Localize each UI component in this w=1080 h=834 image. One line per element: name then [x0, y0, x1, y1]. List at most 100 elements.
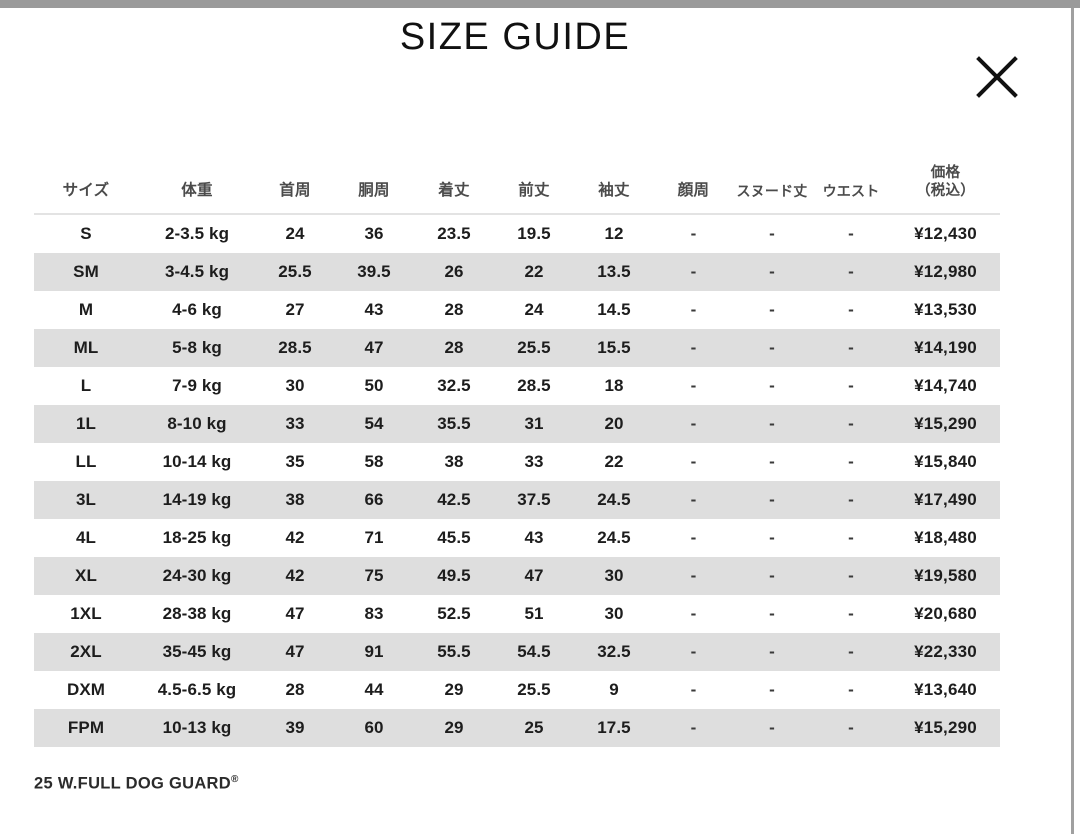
cell-chest: 91 [334, 633, 414, 671]
cell-front: 33 [524, 452, 544, 471]
table-row: 3L 14-19 kg 38 66 42.5 37.5 24.5- - - ¥17,490 [34, 481, 1000, 519]
cell-sleeve: 24.5 [574, 481, 654, 519]
cell-face: - [654, 405, 733, 443]
cell-price: ¥19,580 [891, 557, 1000, 595]
cell-neck: 28.5 [256, 329, 334, 367]
cell-price: ¥18,480 [914, 528, 977, 547]
cell-waist: - [811, 709, 891, 747]
table-row: 4L 18-25 kg 42 71 45.5 43 24.5 - - - ¥18,480 [34, 519, 1000, 557]
cell-neck: 30 [285, 376, 305, 395]
cell-price: ¥13,530 [914, 300, 977, 319]
table-row: S 2-3.5 kg 24 36 23.5 19.5 12 - - - ¥12,430 [34, 214, 1000, 253]
cell-neck: 47 [256, 633, 334, 671]
cell-chest: 83 [364, 604, 384, 623]
cell-neck: 42 [256, 557, 334, 595]
cell-weight: 10-14 kg [162, 452, 232, 471]
cell-snood: - [733, 709, 811, 747]
cell-snood: - [769, 376, 775, 395]
column-header-snood: スヌード丈 [733, 126, 811, 215]
cell-neck: 27 [285, 300, 305, 319]
cell-weight: 28-38 kg [162, 604, 232, 623]
cell-weight: 8-10 kg [138, 405, 256, 443]
cell-chest: 50 [364, 376, 384, 395]
cell-snood: - [769, 224, 775, 243]
cell-neck: 35 [285, 452, 305, 471]
cell-face: - [690, 300, 697, 319]
page-title: SIZE GUIDE [399, 16, 631, 58]
cell-neck: 28 [285, 680, 305, 699]
cell-weight: 10-13 kg [138, 709, 256, 747]
cell-price: ¥14,740 [914, 376, 977, 395]
size-table-container: サイズ 体重 首周 胴周 着丈 前丈 袖丈 顔周 スヌード丈 ウエスト 価格 （… [0, 126, 1071, 747]
column-header-waist: ウエスト [811, 126, 891, 215]
table-header-row: サイズ 体重 首周 胴周 着丈 前丈 袖丈 顔周 スヌード丈 ウエスト 価格 （… [34, 126, 1000, 215]
cell-face: - [690, 604, 697, 623]
table-row: SM 3-4.5 kg 25.5 39.5 26 22 13.5- - - ¥12,980 [34, 253, 1000, 291]
cell-waist: - [848, 452, 854, 471]
cell-front: 37.5 [494, 481, 574, 519]
cell-chest: 39.5 [334, 253, 414, 291]
cell-size: LL [75, 452, 97, 471]
cell-sleeve: 22 [604, 452, 624, 471]
cell-waist: - [848, 680, 854, 699]
cell-front: 25.5 [494, 329, 574, 367]
column-header-face: 顔周 [654, 126, 733, 215]
cell-waist: - [848, 528, 854, 547]
cell-length: 49.5 [414, 557, 494, 595]
cell-front: 22 [494, 253, 574, 291]
cell-price: ¥20,680 [914, 604, 977, 623]
cell-size: 1L [34, 405, 138, 443]
table-row: LL 10-14 kg 35 58 38 33 22 - - - ¥15,840 [34, 443, 1000, 481]
cell-waist: - [811, 633, 891, 671]
cell-chest: 66 [334, 481, 414, 519]
cell-length: 38 [444, 452, 464, 471]
cell-weight: 7-9 kg [172, 376, 222, 395]
cell-face: - [654, 481, 733, 519]
cell-waist: - [848, 604, 854, 623]
cell-price: ¥15,290 [891, 405, 1000, 443]
cell-length: 28 [414, 329, 494, 367]
cell-price: ¥12,980 [891, 253, 1000, 291]
cell-sleeve: 9 [609, 680, 619, 699]
cell-neck: 38 [256, 481, 334, 519]
table-row: ML 5-8 kg 28.5 47 28 25.5 15.5- - - ¥14,190 [34, 329, 1000, 367]
table-body: S 2-3.5 kg 24 36 23.5 19.5 12- - - ¥12,430 SM 3-4.5… [34, 214, 1000, 747]
window-top-chrome-bar [0, 0, 1080, 8]
cell-face: - [654, 557, 733, 595]
cell-size: 3L [34, 481, 138, 519]
cell-size: ML [34, 329, 138, 367]
cell-size: 1XL [70, 604, 102, 623]
cell-size: S [80, 224, 92, 243]
cell-face: - [654, 709, 733, 747]
cell-price: ¥14,190 [891, 329, 1000, 367]
table-header: サイズ 体重 首周 胴周 着丈 前丈 袖丈 顔周 スヌード丈 ウエスト 価格 （… [34, 126, 1000, 215]
cell-waist: - [848, 300, 854, 319]
cell-front: 54.5 [494, 633, 574, 671]
cell-chest: 58 [364, 452, 384, 471]
cell-face: - [690, 528, 697, 547]
cell-sleeve: 13.5 [574, 253, 654, 291]
price-header-line2: （税込） [916, 182, 975, 199]
cell-face: - [654, 329, 733, 367]
cell-front: 28.5 [517, 376, 551, 395]
cell-snood: - [769, 604, 775, 623]
cell-length: 23.5 [437, 224, 471, 243]
cell-weight: 35-45 kg [138, 633, 256, 671]
column-header-neck: 首周 [256, 126, 334, 215]
cell-neck: 42 [285, 528, 305, 547]
cell-front: 47 [494, 557, 574, 595]
cell-size: M [78, 300, 94, 319]
cell-snood: - [733, 557, 811, 595]
cell-sleeve: 30 [604, 604, 624, 623]
cell-waist: - [811, 253, 891, 291]
table-row: 1XL 28-38 kg 47 83 52.5 51 30 - - - ¥20,680 [34, 595, 1000, 633]
close-icon[interactable] [969, 49, 1025, 105]
cell-snood: - [769, 680, 775, 699]
cell-weight: 5-8 kg [138, 329, 256, 367]
cell-weight: 14-19 kg [138, 481, 256, 519]
cell-size: DXM [66, 680, 106, 699]
cell-face: - [654, 253, 733, 291]
cell-front: 51 [524, 604, 544, 623]
modal-header: SIZE GUIDE [0, 8, 1071, 126]
cell-waist: - [848, 224, 854, 243]
